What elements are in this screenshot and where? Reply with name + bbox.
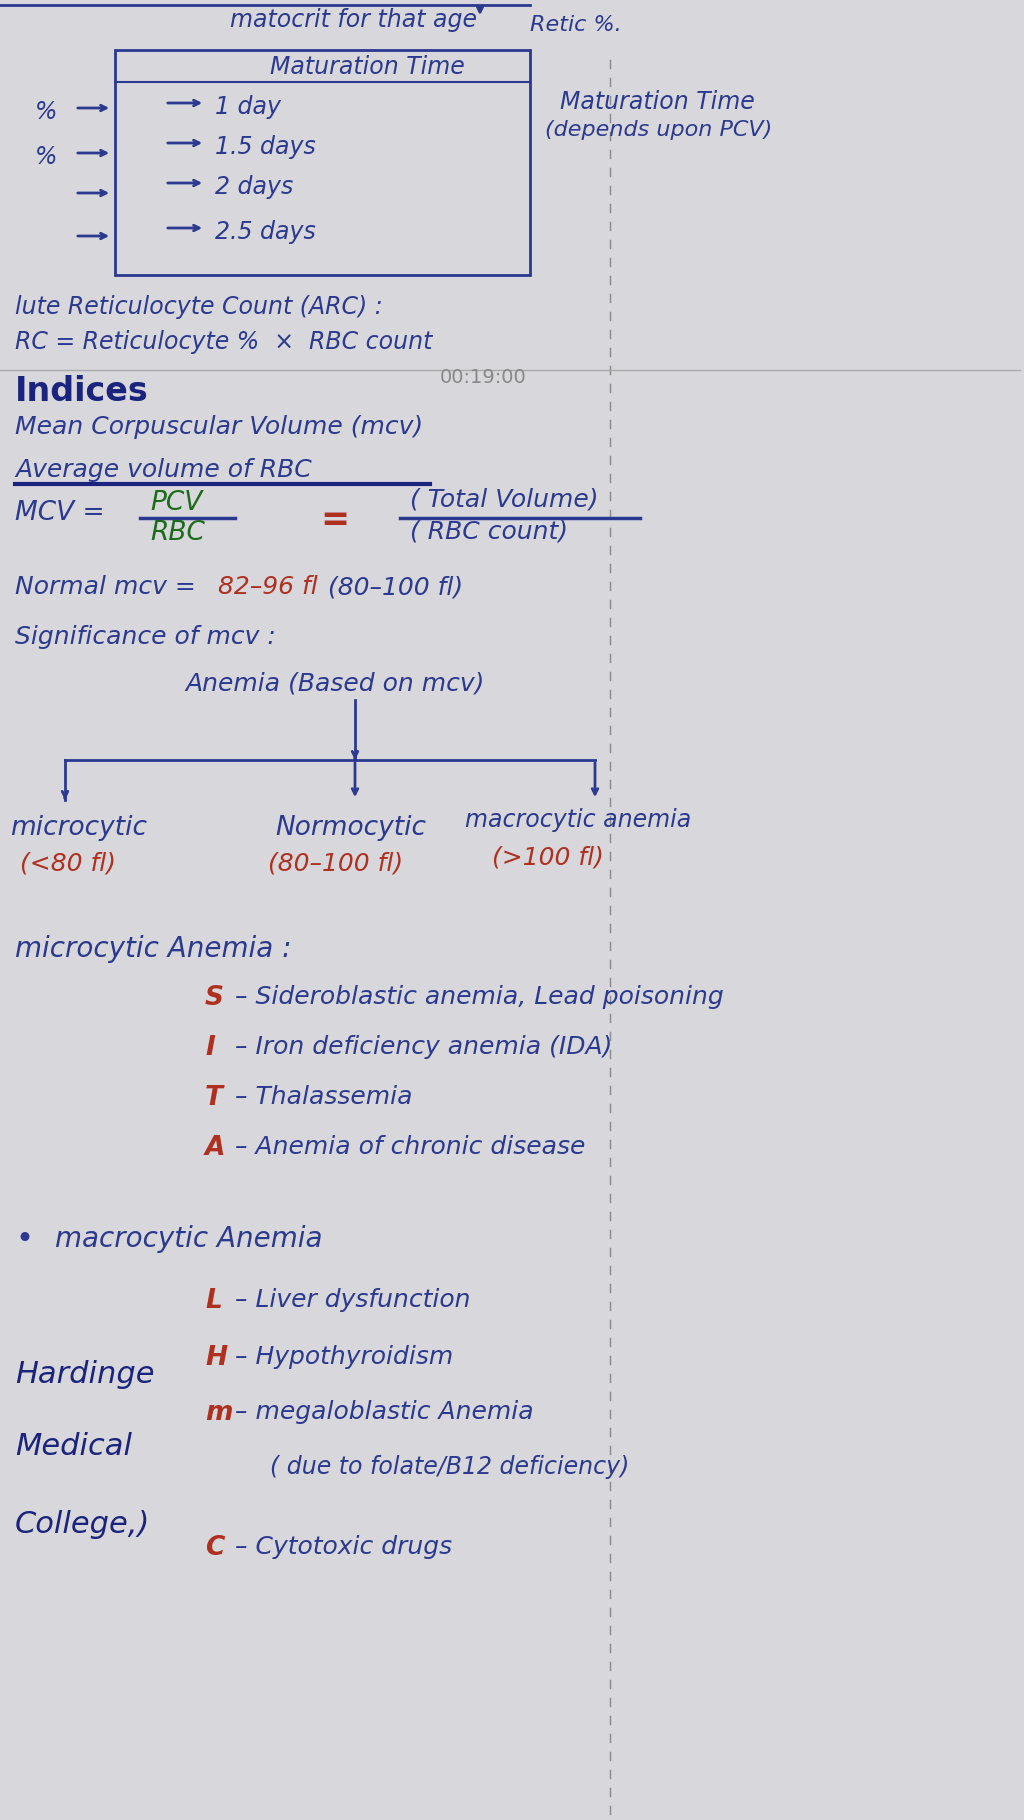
Text: Medical: Medical: [15, 1432, 132, 1461]
Text: Hardinge: Hardinge: [15, 1360, 155, 1389]
Text: %: %: [35, 100, 57, 124]
Text: (>100 fl): (>100 fl): [492, 844, 604, 868]
Text: – Thalassemia: – Thalassemia: [234, 1085, 413, 1108]
Text: matocrit for that age: matocrit for that age: [230, 7, 477, 33]
Text: m: m: [205, 1400, 232, 1427]
Text: •: •: [15, 1225, 33, 1254]
Text: (80–100 fl): (80–100 fl): [268, 852, 403, 875]
Text: C: C: [205, 1534, 224, 1562]
Text: (80–100 fl): (80–100 fl): [319, 575, 463, 599]
Text: A: A: [205, 1136, 225, 1161]
Text: I: I: [205, 1036, 215, 1061]
Text: 1.5 days: 1.5 days: [215, 135, 315, 158]
Text: ( RBC count): ( RBC count): [410, 521, 568, 544]
Text: – Hypothyroidism: – Hypothyroidism: [234, 1345, 454, 1369]
Text: Anemia (Based on mcv): Anemia (Based on mcv): [185, 672, 484, 695]
Text: 2 days: 2 days: [215, 175, 293, 198]
Text: L: L: [205, 1289, 222, 1314]
Text: Indices: Indices: [15, 375, 148, 408]
Text: – Iron deficiency anemia (IDA): – Iron deficiency anemia (IDA): [234, 1036, 612, 1059]
Text: T: T: [205, 1085, 223, 1110]
Bar: [115, 49, 530, 275]
Text: MCV =: MCV =: [15, 501, 104, 526]
Text: macrocytic anemia: macrocytic anemia: [465, 808, 691, 832]
Text: %: %: [35, 146, 57, 169]
Text: Retic %.: Retic %.: [530, 15, 622, 35]
Text: macrocytic Anemia: macrocytic Anemia: [55, 1225, 323, 1252]
Text: (depends upon PCV): (depends upon PCV): [545, 120, 772, 140]
Text: 82–96 fl: 82–96 fl: [218, 575, 317, 599]
Text: S: S: [205, 985, 224, 1010]
Text: – Liver dysfunction: – Liver dysfunction: [234, 1289, 470, 1312]
Text: RBC: RBC: [150, 521, 205, 546]
Text: =: =: [319, 502, 349, 537]
Text: 00:19:00: 00:19:00: [440, 368, 526, 388]
Text: – megaloblastic Anemia: – megaloblastic Anemia: [234, 1400, 534, 1423]
Text: ( Total Volume): ( Total Volume): [410, 488, 598, 511]
Text: PCV: PCV: [150, 490, 203, 517]
Text: Normocytic: Normocytic: [275, 815, 426, 841]
Text: Maturation Time: Maturation Time: [560, 89, 755, 115]
Text: Average volume of RBC: Average volume of RBC: [15, 459, 311, 482]
Text: microcytic Anemia :: microcytic Anemia :: [15, 935, 292, 963]
Text: 1 day: 1 day: [215, 95, 281, 118]
Text: College,): College,): [15, 1511, 151, 1540]
Text: – Cytotoxic drugs: – Cytotoxic drugs: [234, 1534, 453, 1560]
Text: (<80 fl): (<80 fl): [20, 852, 116, 875]
Text: ( due to folate/B12 deficiency): ( due to folate/B12 deficiency): [270, 1454, 630, 1480]
Text: – Anemia of chronic disease: – Anemia of chronic disease: [234, 1136, 586, 1159]
Text: Normal mcv =: Normal mcv =: [15, 575, 204, 599]
Text: RC = Reticulocyte %  ×  RBC count: RC = Reticulocyte % × RBC count: [15, 329, 432, 355]
Text: 2.5 days: 2.5 days: [215, 220, 315, 244]
Text: Mean Corpuscular Volume (mcv): Mean Corpuscular Volume (mcv): [15, 415, 423, 439]
Text: Significance of mcv :: Significance of mcv :: [15, 624, 275, 650]
Text: microcytic: microcytic: [10, 815, 147, 841]
Text: – Sideroblastic anemia, Lead poisoning: – Sideroblastic anemia, Lead poisoning: [234, 985, 724, 1008]
Text: Maturation Time: Maturation Time: [270, 55, 465, 78]
Text: H: H: [205, 1345, 227, 1370]
Text: lute Reticulocyte Count (ARC) :: lute Reticulocyte Count (ARC) :: [15, 295, 383, 318]
